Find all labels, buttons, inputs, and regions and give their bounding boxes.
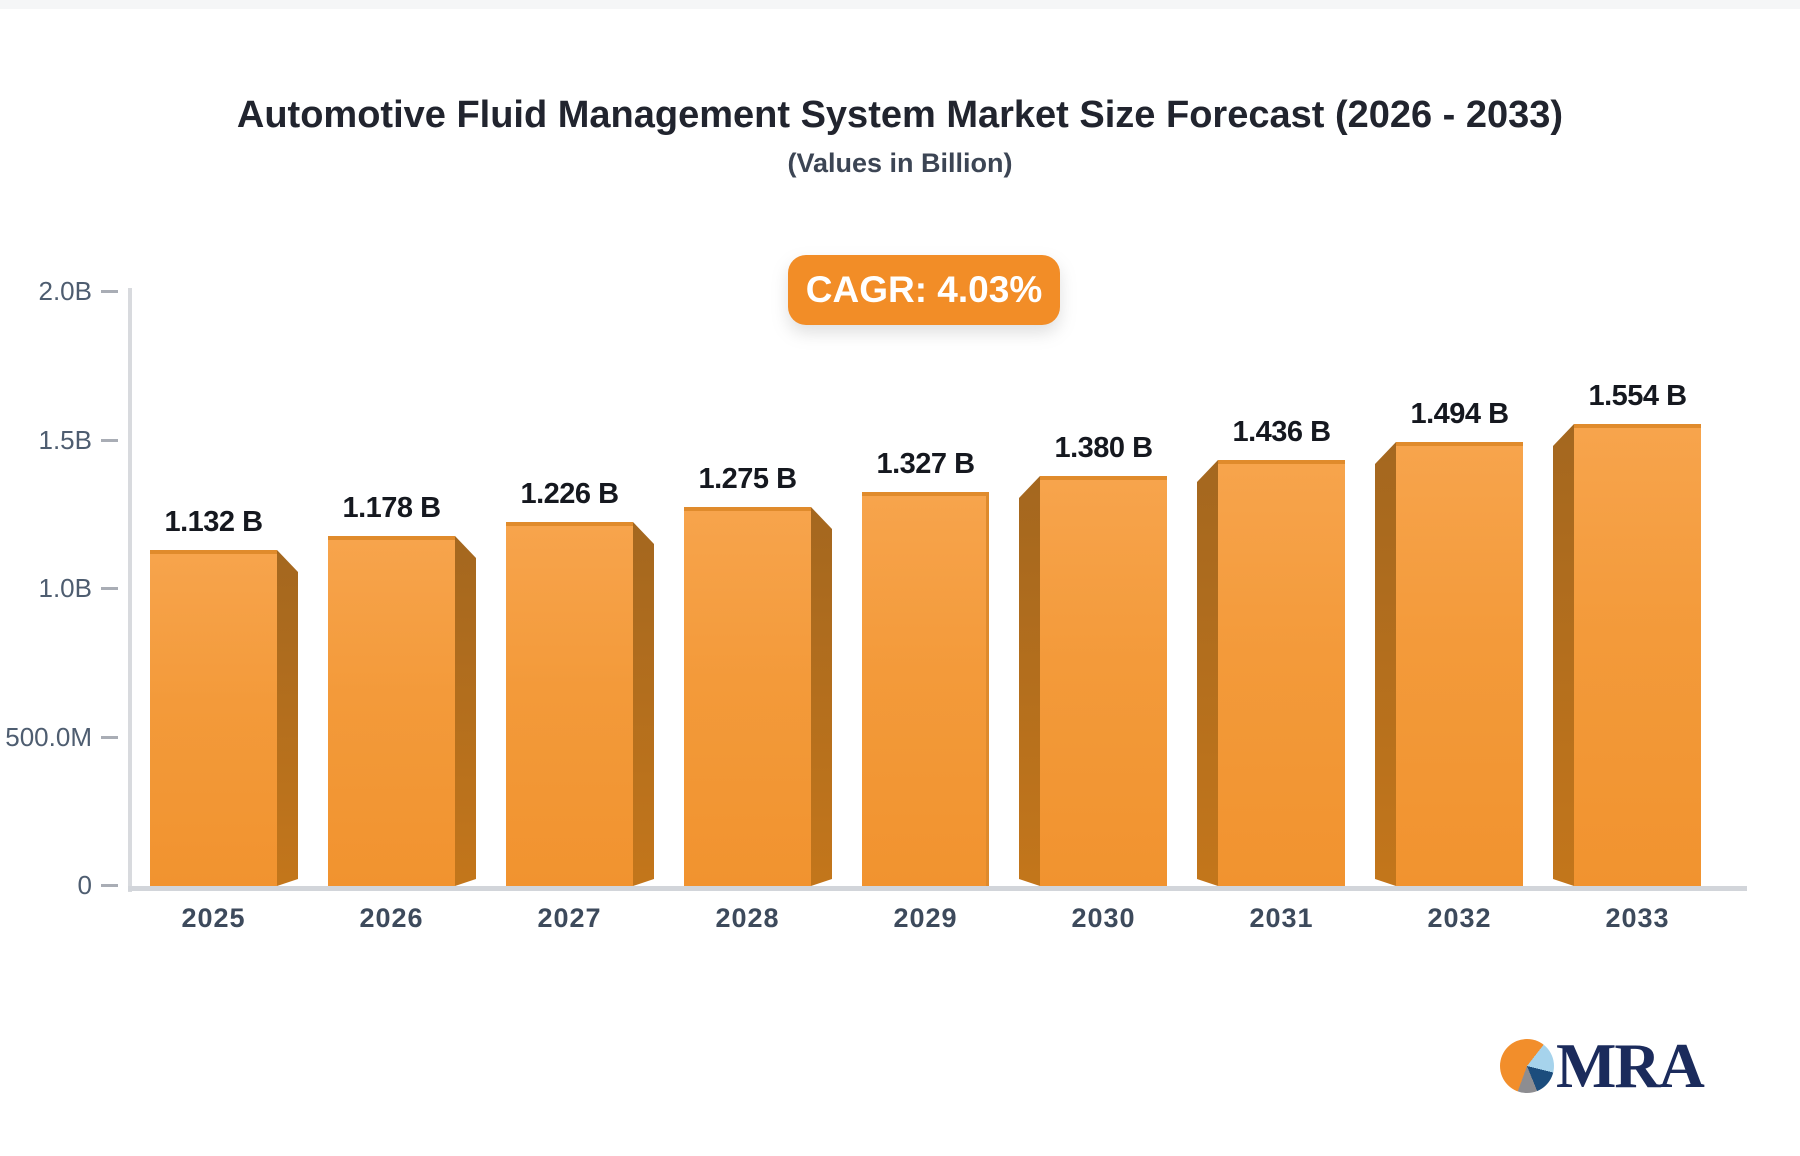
- bar-2027: [506, 522, 633, 886]
- bar-2033: [1574, 424, 1701, 886]
- bar-3d-side: [633, 522, 654, 886]
- bar-value-label: 1.327 B: [876, 448, 975, 480]
- y-tick-label: 500.0M: [5, 722, 92, 752]
- bar-3d-side: [1553, 424, 1574, 886]
- bar-2031: [1218, 460, 1345, 886]
- bar-value-label: 1.132 B: [164, 506, 263, 538]
- bar-value-label: 1.380 B: [1054, 432, 1153, 464]
- bar-value-label: 1.178 B: [342, 492, 441, 524]
- cagr-badge-label: CAGR: 4.03%: [805, 269, 1043, 310]
- chart-title: Automotive Fluid Management System Marke…: [236, 94, 1564, 136]
- x-tick-label: 2026: [359, 903, 424, 933]
- y-tick: [101, 736, 118, 739]
- bar-3d-side: [1375, 442, 1396, 886]
- logo-text: MRA: [1556, 1030, 1705, 1101]
- y-tick-label: 1.0B: [38, 573, 93, 603]
- y-tick: [101, 587, 118, 590]
- x-tick-label: 2027: [537, 903, 602, 933]
- bar-2029: [862, 492, 989, 886]
- y-tick: [101, 439, 118, 442]
- x-tick-label: 2033: [1605, 903, 1670, 933]
- y-tick-label: 1.5B: [38, 425, 93, 455]
- pie-chart-icon: [1500, 1039, 1554, 1093]
- bar-3d-side: [277, 550, 298, 886]
- bar-2028: [684, 507, 811, 886]
- bar-value-label: 1.554 B: [1588, 380, 1687, 412]
- x-tick-label: 2030: [1071, 903, 1136, 933]
- y-axis: [128, 288, 132, 892]
- x-tick-label: 2025: [181, 903, 246, 933]
- bar-value-label: 1.275 B: [698, 463, 797, 495]
- y-tick: [101, 290, 118, 293]
- brand-logo: MRA: [1500, 1030, 1705, 1101]
- x-axis: [128, 886, 1747, 891]
- bar-3d-side: [1197, 460, 1218, 886]
- bar-value-label: 1.226 B: [520, 478, 619, 510]
- y-tick-label: 0: [77, 870, 92, 900]
- x-tick-label: 2032: [1427, 903, 1492, 933]
- bar-2026: [328, 536, 455, 886]
- x-tick-label: 2029: [893, 903, 958, 933]
- chart-subtitle: (Values in Billion): [787, 148, 1013, 178]
- bar-2032: [1396, 442, 1523, 886]
- bar-value-label: 1.436 B: [1232, 416, 1331, 448]
- bar-3d-side: [455, 536, 476, 886]
- cagr-badge: CAGR: 4.03%: [788, 255, 1060, 325]
- x-tick-label: 2028: [715, 903, 780, 933]
- bar-3d-side: [811, 507, 832, 886]
- top-strip: [0, 0, 1800, 9]
- bar-value-label: 1.494 B: [1410, 398, 1509, 430]
- x-tick-label: 2031: [1249, 903, 1314, 933]
- bar-2030: [1040, 476, 1167, 886]
- y-tick: [101, 884, 118, 887]
- bar-3d-side: [1019, 476, 1040, 886]
- y-tick-label: 2.0B: [38, 276, 93, 306]
- bar-2025: [150, 550, 277, 886]
